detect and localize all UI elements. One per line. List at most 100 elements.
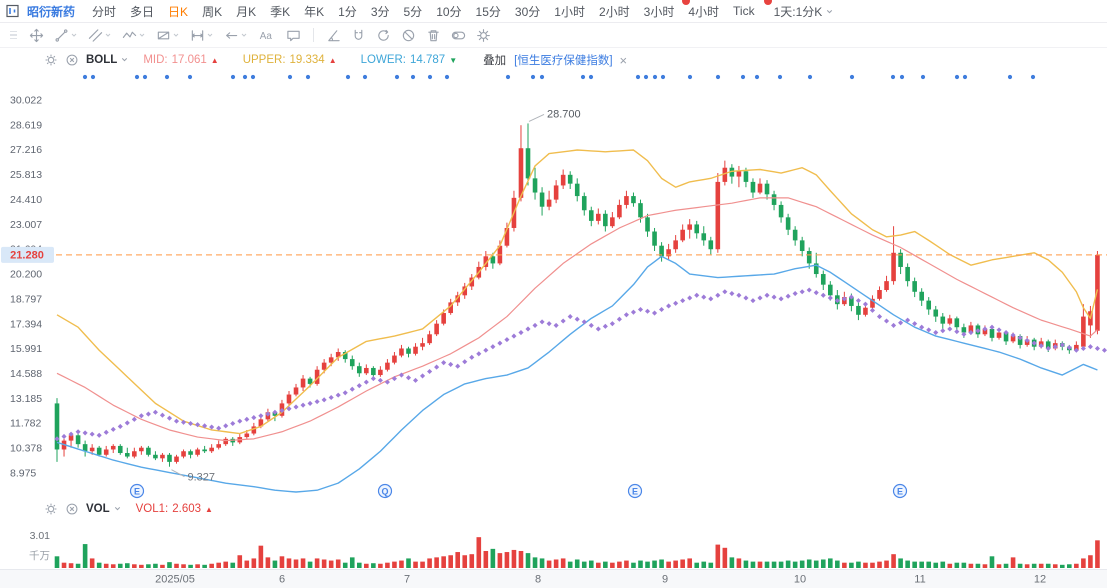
move-tool[interactable] [25,26,48,45]
ban-tool[interactable] [397,26,420,45]
chevron-down-icon [105,33,111,37]
boll-indicator-row: BOLL MID: 17.061 ▲ UPPER: 19.334 ▲ LOWER: 1… [44,52,627,68]
svg-text:25.813: 25.813 [10,169,42,181]
vol1-value: VOL1: 2.603 [135,503,202,515]
svg-text:E: E [134,486,140,496]
indicator-close-icon[interactable] [65,53,79,67]
svg-text:13.185: 13.185 [10,393,42,405]
chevron-down-icon [173,33,179,37]
boll-mid-value: MID: 17.061 [143,54,207,66]
event-marker-Q[interactable]: Q [377,483,393,499]
tab-日K[interactable]: 日K [168,4,189,19]
volume-bars [54,537,1100,568]
chevron-down-icon [71,33,77,37]
current-price-badge: 21.280 [10,250,44,262]
rectangle-tool[interactable] [152,26,184,45]
tab-季K[interactable]: 季K [270,4,291,19]
svg-text:7: 7 [404,574,410,586]
vol-close-icon[interactable] [65,502,79,516]
notification-dot [764,0,772,5]
stock-name-tab[interactable]: 昭衍新药 [27,4,76,19]
overlay-button[interactable]: 叠加 [483,55,507,67]
tab-周K[interactable]: 周K [202,4,223,19]
event-marker-E[interactable]: E [129,483,145,499]
svg-text:12: 12 [1034,574,1046,586]
overlay-close-icon[interactable]: × [619,52,628,68]
tab-4小时[interactable]: 4小时 [688,4,720,19]
period-selector[interactable]: 1天:1分K [774,3,835,20]
time-axis: 2025/05 6 7 8 9 10 11 12 [0,569,1107,588]
news-dot-markers [82,74,1036,80]
indicator-name[interactable]: BOLL [86,54,118,66]
chevron-down-icon [241,33,247,37]
text-tool[interactable]: Aa [254,26,280,45]
channel-tool[interactable] [84,26,116,45]
tab-15分[interactable]: 15分 [475,4,501,19]
tab-月K[interactable]: 月K [236,4,257,19]
vol-up-arrow-icon: ▲ [205,505,213,514]
svg-text:10: 10 [794,574,806,586]
tab-2小时[interactable]: 2小时 [598,4,630,19]
period-selector-label: 1天:1分K [773,4,823,19]
overlay-index-label[interactable]: [恒生医疗保健指数] [514,55,613,67]
chevron-down-icon[interactable] [113,504,122,516]
chevron-down-icon[interactable] [120,55,129,67]
tab-年K[interactable]: 年K [304,4,325,19]
tab-3分[interactable]: 3分 [370,4,390,19]
boll-lower-line [56,255,1098,493]
tab-分时[interactable]: 分时 [92,4,117,19]
boll-upper-value: UPPER: 19.334 [242,54,325,66]
svg-text:2025/05: 2025/05 [155,574,195,586]
svg-text:11.782: 11.782 [10,418,41,430]
toolbar-separator [313,28,314,42]
toggle-tool[interactable] [447,26,470,45]
trash-tool[interactable] [422,26,445,45]
lower-down-arrow-icon: ▼ [449,56,458,65]
upper-up-arrow-icon: ▲ [328,56,337,65]
svg-text:E: E [632,486,638,496]
svg-text:24.410: 24.410 [10,194,42,206]
svg-text:14.588: 14.588 [10,368,42,380]
tab-多日[interactable]: 多日 [130,4,155,19]
svg-text:28.619: 28.619 [10,119,42,131]
svg-text:20.200: 20.200 [10,269,42,281]
magnet-tool[interactable] [347,26,370,45]
tab-5分[interactable]: 5分 [403,4,423,19]
svg-text:千万: 千万 [29,550,50,562]
svg-text:23.007: 23.007 [10,219,42,231]
event-marker-E[interactable]: E [892,483,908,499]
tab-1小时[interactable]: 1小时 [554,4,585,19]
tab-1分[interactable]: 1分 [338,4,357,19]
trend-line-tool[interactable] [50,26,82,45]
tab-30分[interactable]: 30分 [514,4,541,19]
drawing-toolbar: Aa [0,23,1107,48]
repeat-tool[interactable] [372,26,395,45]
settings-tool[interactable] [472,26,495,45]
mid-up-arrow-icon: ▲ [210,56,219,65]
vol-indicator-name[interactable]: VOL [86,503,110,515]
comment-tool[interactable] [282,26,305,45]
wave-tool[interactable] [118,26,150,45]
boll-lower-value: LOWER: 14.787 [360,54,446,66]
notification-dot [682,0,690,5]
toolbar-drag-handle[interactable] [10,30,17,40]
event-marker-E[interactable]: E [627,483,643,499]
indicator-settings-icon[interactable] [44,53,58,67]
vol-settings-icon[interactable] [44,502,58,516]
svg-text:3.01: 3.01 [30,530,51,542]
boll-upper-line [56,149,1099,435]
current-price-line: 21.280 [1,246,1107,263]
chart-type-icon[interactable] [6,4,19,18]
price-annotations: 28.700 9.327 [171,108,581,484]
chevron-down-icon [139,33,145,37]
angle-tool[interactable] [322,26,345,45]
tab-10分[interactable]: 10分 [436,4,462,19]
arrow-tool[interactable] [220,26,252,45]
measure-tool[interactable] [186,26,218,45]
svg-text:Aa: Aa [260,31,273,42]
tab-Tick[interactable]: Tick [733,4,755,18]
overlay-index-line [54,287,1107,442]
tab-3小时[interactable]: 3小时 [643,4,675,19]
